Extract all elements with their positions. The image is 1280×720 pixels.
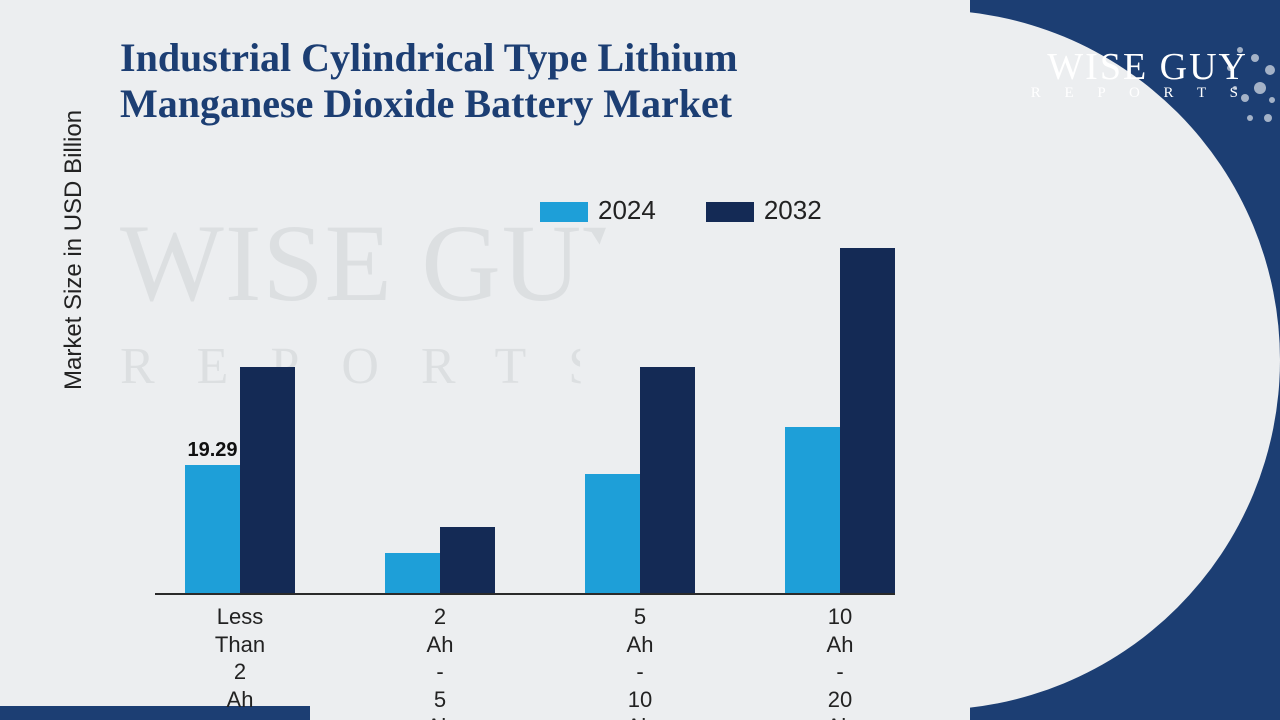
bar — [385, 553, 440, 593]
bar — [585, 474, 640, 593]
legend-swatch-2032 — [706, 202, 754, 222]
bar — [440, 527, 495, 593]
legend-label-2032: 2032 — [764, 195, 822, 225]
bar-value-label: 19.29 — [185, 439, 240, 462]
x-axis-line — [155, 593, 895, 595]
stage: WISE GUY R E P O R T S Industrial Cylind… — [0, 0, 1280, 720]
bar — [240, 367, 295, 593]
bar — [640, 367, 695, 593]
bar: 19.29 — [185, 465, 240, 593]
brand-logo: WISE GUY R E P O R T S — [1031, 45, 1248, 102]
bar — [785, 427, 840, 593]
x-category-label: 5Ah-10Ah — [575, 603, 705, 720]
logo-line-2: R E P O R T S — [1031, 85, 1248, 102]
chart-title: Industrial Cylindrical Type Lithium Mang… — [120, 35, 880, 127]
logo-line-1: WISE GUY — [1031, 45, 1248, 89]
x-axis-labels: LessThan2Ah2Ah-5Ah5Ah-10Ah10Ah-20Ah — [155, 597, 895, 717]
legend-item-2032: 2032 — [706, 195, 822, 226]
bar-chart: 19.29 — [155, 195, 895, 595]
legend-item-2024: 2024 — [540, 195, 656, 226]
x-category-label: LessThan2Ah — [175, 603, 305, 713]
legend: 2024 2032 — [540, 195, 822, 226]
legend-swatch-2024 — [540, 202, 588, 222]
y-axis-label: Market Size in USD Billion — [60, 110, 88, 390]
legend-label-2024: 2024 — [598, 195, 656, 225]
bar — [840, 248, 895, 593]
x-category-label: 10Ah-20Ah — [775, 603, 905, 720]
x-category-label: 2Ah-5Ah — [375, 603, 505, 720]
